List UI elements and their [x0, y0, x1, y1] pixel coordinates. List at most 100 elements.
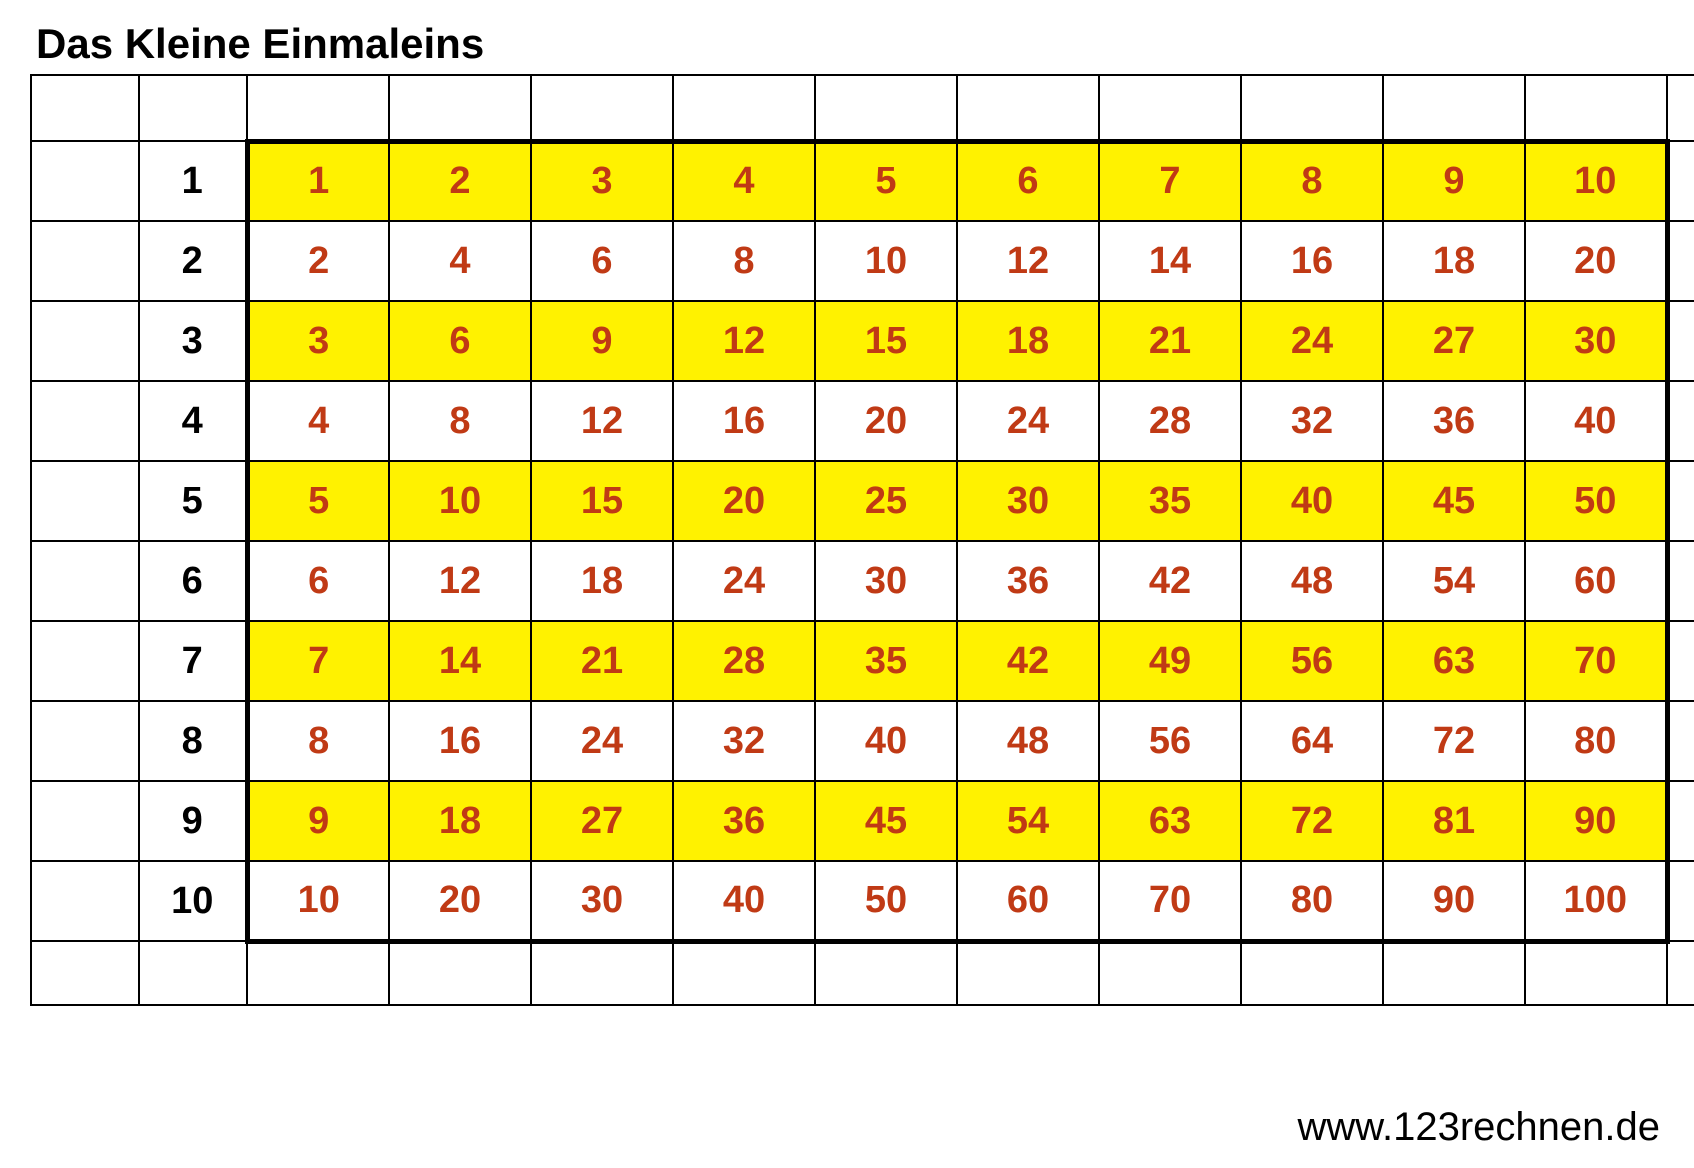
- product-cell: 30: [957, 461, 1099, 541]
- product-cell: 16: [673, 381, 815, 461]
- product-cell: 10: [1525, 141, 1667, 221]
- empty-cell: [31, 75, 139, 141]
- product-cell: 12: [957, 221, 1099, 301]
- product-cell: 48: [957, 701, 1099, 781]
- empty-cell: [1667, 861, 1694, 941]
- product-cell: 30: [531, 861, 673, 941]
- empty-cell: [673, 941, 815, 1005]
- empty-cell: [1525, 75, 1667, 141]
- row-label: 9: [139, 781, 247, 861]
- row-label: 2: [139, 221, 247, 301]
- product-cell: 25: [815, 461, 957, 541]
- empty-cell: [31, 701, 139, 781]
- product-cell: 63: [1099, 781, 1241, 861]
- empty-cell: [1667, 701, 1694, 781]
- product-cell: 60: [1525, 541, 1667, 621]
- empty-cell: [1667, 381, 1694, 461]
- product-cell: 56: [1241, 621, 1383, 701]
- row-label: 3: [139, 301, 247, 381]
- product-cell: 4: [673, 141, 815, 221]
- empty-cell: [389, 75, 531, 141]
- product-cell: 9: [531, 301, 673, 381]
- product-cell: 48: [1241, 541, 1383, 621]
- product-cell: 24: [531, 701, 673, 781]
- product-cell: 14: [389, 621, 531, 701]
- product-cell: 35: [815, 621, 957, 701]
- product-cell: 2: [247, 221, 389, 301]
- product-cell: 36: [673, 781, 815, 861]
- empty-cell: [531, 941, 673, 1005]
- empty-cell: [815, 941, 957, 1005]
- empty-cell: [31, 781, 139, 861]
- product-cell: 42: [957, 621, 1099, 701]
- empty-cell: [31, 621, 139, 701]
- product-cell: 20: [1525, 221, 1667, 301]
- product-cell: 70: [1099, 861, 1241, 941]
- row-label: 6: [139, 541, 247, 621]
- empty-cell: [139, 75, 247, 141]
- empty-cell: [1099, 941, 1241, 1005]
- product-cell: 6: [389, 301, 531, 381]
- empty-cell: [31, 861, 139, 941]
- product-cell: 14: [1099, 221, 1241, 301]
- product-cell: 8: [389, 381, 531, 461]
- product-cell: 63: [1383, 621, 1525, 701]
- row-label: 1: [139, 141, 247, 221]
- product-cell: 6: [531, 221, 673, 301]
- empty-cell: [1383, 75, 1525, 141]
- empty-cell: [1667, 541, 1694, 621]
- product-cell: 10: [815, 221, 957, 301]
- product-cell: 16: [1241, 221, 1383, 301]
- product-cell: 15: [815, 301, 957, 381]
- product-cell: 40: [815, 701, 957, 781]
- product-cell: 45: [815, 781, 957, 861]
- product-cell: 90: [1383, 861, 1525, 941]
- empty-cell: [1667, 781, 1694, 861]
- empty-cell: [1667, 141, 1694, 221]
- product-cell: 80: [1241, 861, 1383, 941]
- product-cell: 30: [1525, 301, 1667, 381]
- empty-cell: [815, 75, 957, 141]
- empty-cell: [31, 541, 139, 621]
- product-cell: 28: [1099, 381, 1241, 461]
- empty-cell: [247, 941, 389, 1005]
- product-cell: 9: [247, 781, 389, 861]
- product-cell: 50: [1525, 461, 1667, 541]
- empty-cell: [247, 75, 389, 141]
- product-cell: 10: [247, 861, 389, 941]
- empty-cell: [1667, 621, 1694, 701]
- product-cell: 12: [389, 541, 531, 621]
- product-cell: 40: [673, 861, 815, 941]
- product-cell: 90: [1525, 781, 1667, 861]
- product-cell: 21: [531, 621, 673, 701]
- product-cell: 4: [247, 381, 389, 461]
- product-cell: 24: [957, 381, 1099, 461]
- row-label: 10: [139, 861, 247, 941]
- product-cell: 5: [815, 141, 957, 221]
- product-cell: 9: [1383, 141, 1525, 221]
- empty-cell: [1667, 301, 1694, 381]
- product-cell: 12: [531, 381, 673, 461]
- empty-cell: [673, 75, 815, 141]
- empty-cell: [31, 221, 139, 301]
- product-cell: 24: [1241, 301, 1383, 381]
- empty-cell: [1241, 941, 1383, 1005]
- product-cell: 8: [673, 221, 815, 301]
- product-cell: 30: [815, 541, 957, 621]
- product-cell: 42: [1099, 541, 1241, 621]
- footer-url: www.123rechnen.de: [1298, 1105, 1660, 1150]
- product-cell: 12: [673, 301, 815, 381]
- product-cell: 64: [1241, 701, 1383, 781]
- product-cell: 50: [815, 861, 957, 941]
- product-cell: 6: [957, 141, 1099, 221]
- empty-cell: [1099, 75, 1241, 141]
- product-cell: 70: [1525, 621, 1667, 701]
- empty-cell: [957, 941, 1099, 1005]
- empty-cell: [1383, 941, 1525, 1005]
- product-cell: 20: [815, 381, 957, 461]
- product-cell: 2: [389, 141, 531, 221]
- product-cell: 8: [247, 701, 389, 781]
- product-cell: 6: [247, 541, 389, 621]
- product-cell: 1: [247, 141, 389, 221]
- product-cell: 54: [957, 781, 1099, 861]
